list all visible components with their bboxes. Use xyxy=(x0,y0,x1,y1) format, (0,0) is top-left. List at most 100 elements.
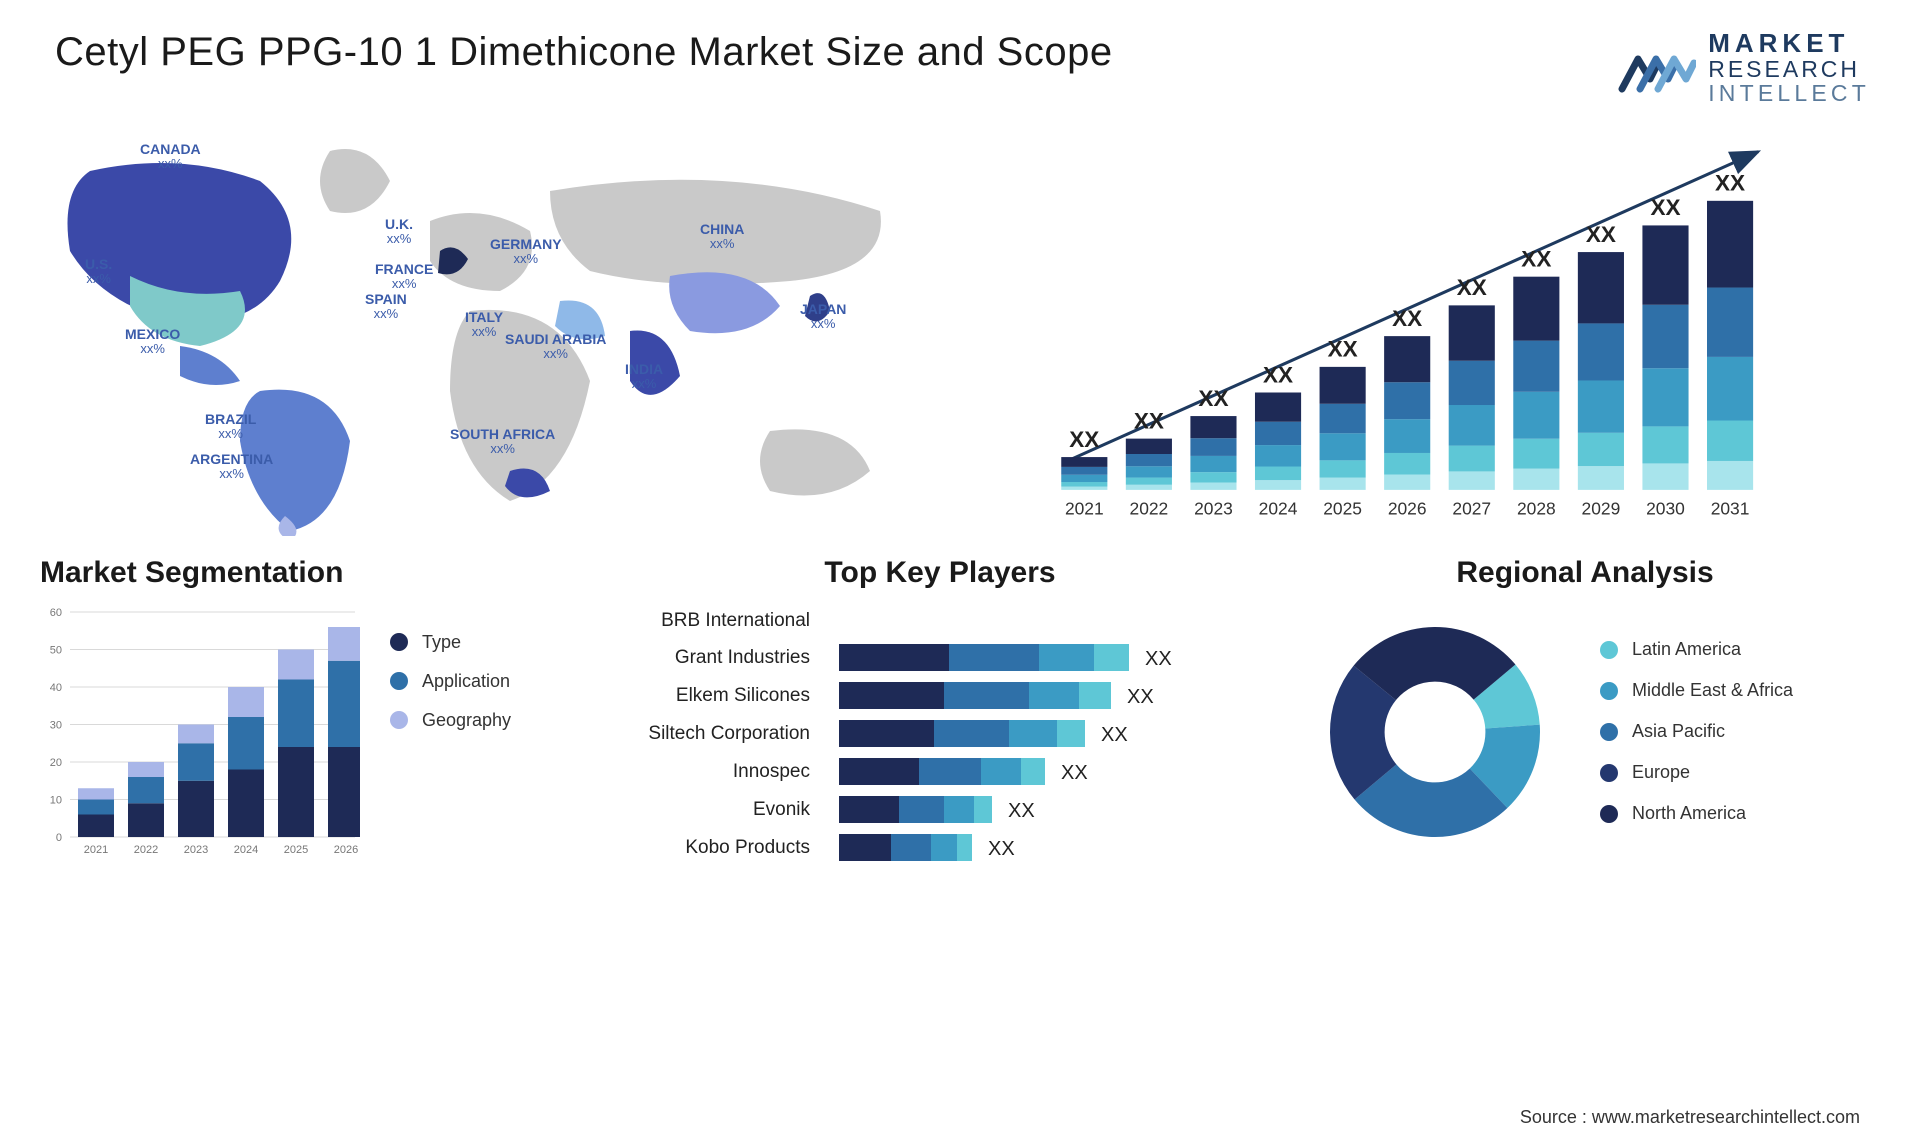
forecast-chart-panel: XX2021XX2022XX2023XX2024XX2025XX2026XX20… xyxy=(970,126,1870,536)
map-label: CHINAxx% xyxy=(700,221,744,252)
logo-mark-icon xyxy=(1618,37,1696,99)
svg-text:XX: XX xyxy=(1586,221,1616,246)
legend-item: Asia Pacific xyxy=(1600,721,1793,742)
svg-text:XX: XX xyxy=(1328,336,1358,361)
svg-text:XX: XX xyxy=(1145,648,1172,670)
svg-text:2022: 2022 xyxy=(1130,498,1169,518)
legend-item: Latin America xyxy=(1600,639,1793,660)
svg-text:XX: XX xyxy=(1263,362,1293,387)
svg-text:2021: 2021 xyxy=(84,844,108,856)
map-label: ITALYxx% xyxy=(465,309,503,340)
svg-text:XX: XX xyxy=(1650,195,1680,220)
svg-text:2024: 2024 xyxy=(234,844,258,856)
svg-text:XX: XX xyxy=(1101,724,1128,746)
legend-label: North America xyxy=(1632,803,1746,824)
legend-swatch xyxy=(1600,764,1618,782)
player-name: Elkem Silicones xyxy=(610,685,810,707)
svg-text:10: 10 xyxy=(50,794,62,806)
legend-swatch xyxy=(1600,723,1618,741)
svg-text:2024: 2024 xyxy=(1259,498,1298,518)
source-attribution: Source : www.marketresearchintellect.com xyxy=(1520,1107,1860,1128)
svg-text:2023: 2023 xyxy=(1194,498,1233,518)
player-name: Evonik xyxy=(610,799,810,821)
map-label: INDIAxx% xyxy=(625,361,663,392)
svg-text:2022: 2022 xyxy=(134,844,158,856)
brand-logo: MARKET RESEARCH INTELLECT xyxy=(1618,30,1870,106)
svg-text:XX: XX xyxy=(1198,385,1228,410)
logo-text: MARKET RESEARCH INTELLECT xyxy=(1708,30,1870,106)
legend-swatch xyxy=(1600,641,1618,659)
svg-text:2021: 2021 xyxy=(1065,498,1104,518)
legend-swatch xyxy=(1600,682,1618,700)
svg-text:XX: XX xyxy=(1521,246,1551,271)
legend-label: Middle East & Africa xyxy=(1632,680,1793,701)
svg-text:XX: XX xyxy=(1069,426,1099,451)
svg-text:2028: 2028 xyxy=(1517,498,1556,518)
svg-text:2030: 2030 xyxy=(1646,498,1685,518)
map-label: SOUTH AFRICAxx% xyxy=(450,426,555,457)
svg-text:0: 0 xyxy=(56,832,62,844)
regional-panel: Regional Analysis Latin America Middle Ea… xyxy=(1300,556,1870,886)
svg-text:2025: 2025 xyxy=(1323,498,1362,518)
svg-text:XX: XX xyxy=(988,838,1015,860)
svg-text:XX: XX xyxy=(1715,170,1745,195)
svg-text:XX: XX xyxy=(1127,686,1154,708)
legend-item: Application xyxy=(390,671,511,692)
svg-text:60: 60 xyxy=(50,607,62,619)
svg-text:XX: XX xyxy=(1457,275,1487,300)
player-name: Siltech Corporation xyxy=(610,723,810,745)
segmentation-legend: Type Application Geography xyxy=(390,602,511,862)
svg-text:XX: XX xyxy=(1392,305,1422,330)
legend-swatch xyxy=(390,633,408,651)
legend-item: Type xyxy=(390,632,511,653)
svg-text:2031: 2031 xyxy=(1711,498,1750,518)
world-map-panel: CANADAxx%U.S.xx%MEXICOxx%BRAZILxx%ARGENT… xyxy=(30,126,930,536)
svg-text:2026: 2026 xyxy=(334,844,358,856)
legend-label: Asia Pacific xyxy=(1632,721,1725,742)
legend-label: Europe xyxy=(1632,762,1690,783)
segmentation-panel: Market Segmentation 0 10 20 30 40 50 60 2021 202… xyxy=(40,556,580,886)
legend-item: North America xyxy=(1600,803,1793,824)
legend-swatch xyxy=(390,672,408,690)
regional-title: Regional Analysis xyxy=(1300,556,1870,590)
legend-swatch xyxy=(1600,805,1618,823)
svg-text:XX: XX xyxy=(1134,408,1164,433)
legend-item: Middle East & Africa xyxy=(1600,680,1793,701)
map-label: U.K.xx% xyxy=(385,216,413,247)
map-label: FRANCExx% xyxy=(375,261,433,292)
legend-label: Latin America xyxy=(1632,639,1741,660)
map-label: ARGENTINAxx% xyxy=(190,451,273,482)
segmentation-title: Market Segmentation xyxy=(40,556,580,590)
svg-text:50: 50 xyxy=(50,644,62,656)
page-title: Cetyl PEG PPG-10 1 Dimethicone Market Si… xyxy=(55,30,1113,75)
svg-text:30: 30 xyxy=(50,719,62,731)
map-label: SAUDI ARABIAxx% xyxy=(505,331,606,362)
map-label: MEXICOxx% xyxy=(125,326,180,357)
legend-item: Europe xyxy=(1600,762,1793,783)
map-label: GERMANYxx% xyxy=(490,236,562,267)
players-labels: BRB International Grant Industries Elkem S… xyxy=(610,602,810,867)
legend-label: Geography xyxy=(422,710,511,731)
svg-text:2027: 2027 xyxy=(1452,498,1491,518)
svg-text:XX: XX xyxy=(1061,762,1088,784)
svg-text:20: 20 xyxy=(50,757,62,769)
svg-text:2023: 2023 xyxy=(184,844,208,856)
regional-legend: Latin America Middle East & Africa Asia Pa… xyxy=(1600,639,1793,824)
map-label: JAPANxx% xyxy=(800,301,846,332)
player-name: Innospec xyxy=(610,761,810,783)
svg-text:XX: XX xyxy=(1008,800,1035,822)
player-name: Kobo Products xyxy=(610,837,810,859)
players-chart: XX XX XX XX XX XX xyxy=(828,602,1270,867)
regional-donut xyxy=(1300,602,1570,862)
svg-text:2025: 2025 xyxy=(284,844,308,856)
legend-label: Application xyxy=(422,671,510,692)
svg-text:2029: 2029 xyxy=(1582,498,1621,518)
legend-swatch xyxy=(390,711,408,729)
player-name: Grant Industries xyxy=(610,647,810,669)
legend-item: Geography xyxy=(390,710,511,731)
svg-text:40: 40 xyxy=(50,682,62,694)
player-name: BRB International xyxy=(610,610,810,632)
map-label: CANADAxx% xyxy=(140,141,201,172)
segmentation-chart: 0 10 20 30 40 50 60 2021 2022 2023 2024 2025 2026 xyxy=(40,602,360,862)
map-label: BRAZILxx% xyxy=(205,411,256,442)
